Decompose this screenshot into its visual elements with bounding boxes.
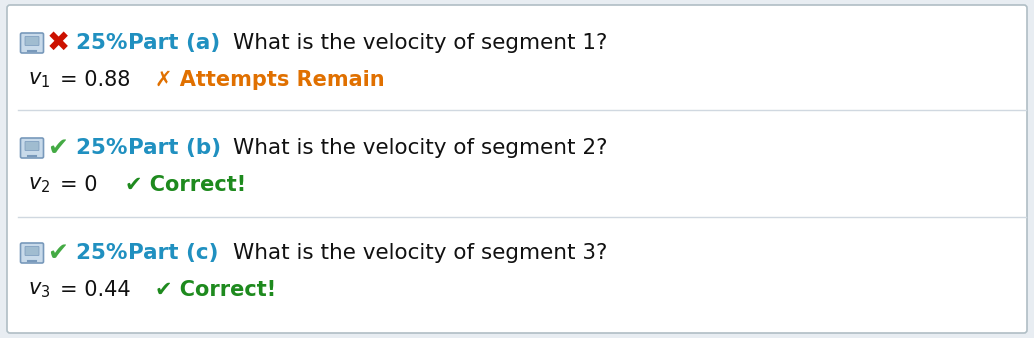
- Text: What is the velocity of segment 3?: What is the velocity of segment 3?: [233, 243, 607, 263]
- FancyBboxPatch shape: [21, 138, 43, 158]
- Text: Part (c): Part (c): [128, 243, 218, 263]
- Text: $v_3$: $v_3$: [28, 280, 51, 300]
- Text: What is the velocity of segment 1?: What is the velocity of segment 1?: [233, 33, 607, 53]
- Text: Part (a): Part (a): [128, 33, 220, 53]
- Text: 25%: 25%: [77, 33, 134, 53]
- Text: What is the velocity of segment 2?: What is the velocity of segment 2?: [233, 138, 608, 158]
- Text: $v_1$: $v_1$: [28, 70, 51, 90]
- Text: 25%: 25%: [77, 138, 134, 158]
- Text: $v_2$: $v_2$: [28, 175, 51, 195]
- FancyBboxPatch shape: [7, 5, 1027, 333]
- FancyBboxPatch shape: [21, 243, 43, 263]
- Text: ✔: ✔: [48, 136, 68, 160]
- Text: ✔ Correct!: ✔ Correct!: [155, 280, 276, 300]
- Text: Part (b): Part (b): [128, 138, 221, 158]
- FancyBboxPatch shape: [25, 37, 39, 46]
- Text: = 0.88: = 0.88: [60, 70, 130, 90]
- Text: ✗ Attempts Remain: ✗ Attempts Remain: [155, 70, 385, 90]
- Text: 25%: 25%: [77, 243, 134, 263]
- FancyBboxPatch shape: [25, 142, 39, 150]
- Text: ✖: ✖: [47, 29, 69, 57]
- Text: ✔ Correct!: ✔ Correct!: [125, 175, 246, 195]
- FancyBboxPatch shape: [25, 246, 39, 256]
- Text: = 0.44: = 0.44: [60, 280, 130, 300]
- FancyBboxPatch shape: [21, 33, 43, 53]
- Text: ✔: ✔: [48, 241, 68, 265]
- Text: = 0: = 0: [60, 175, 97, 195]
